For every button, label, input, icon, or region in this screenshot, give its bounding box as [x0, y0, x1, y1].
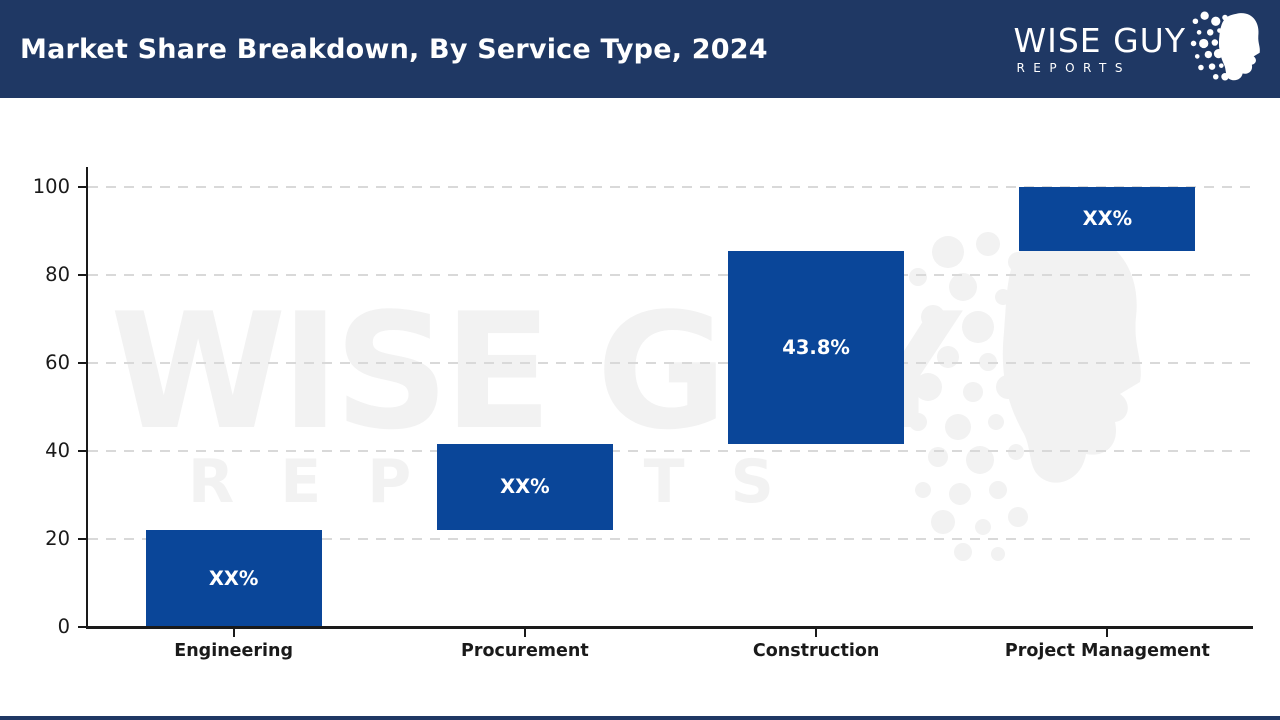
x-category-label: Construction	[752, 641, 880, 661]
wiseguy-logo: WISE GUY REPORTS	[1013, 7, 1262, 91]
bar-value-label: XX%	[1082, 207, 1133, 231]
y-tick-mark	[78, 626, 86, 628]
header-bar: Market Share Breakdown, By Service Type,…	[0, 0, 1280, 98]
gridline-80	[88, 274, 1253, 276]
footer-strip	[0, 716, 1280, 720]
watermark-head-icon	[905, 231, 1141, 561]
y-tick-mark	[78, 362, 86, 364]
logo-wordmark-bottom: REPORTS	[1016, 60, 1131, 75]
gridline-60	[88, 362, 1253, 364]
y-tick-mark	[78, 450, 86, 452]
y-tick-label: 100	[32, 175, 70, 198]
y-tick-mark	[78, 186, 86, 188]
y-tick-label: 80	[45, 263, 70, 286]
bar-engineering: XX%	[145, 530, 322, 627]
bar-procurement: XX%	[436, 443, 613, 531]
bar-value-label: XX%	[500, 475, 550, 499]
y-axis-spine	[86, 167, 88, 627]
y-tick-label: 60	[45, 351, 70, 374]
x-category-label: Procurement	[461, 641, 589, 661]
gridline-20	[88, 538, 1253, 540]
bar-project-management: XX%	[1019, 187, 1196, 251]
x-tick-mark	[1106, 629, 1109, 637]
x-tick-mark	[232, 629, 235, 637]
x-tick-mark	[815, 629, 818, 637]
bar-construction: 43.8%	[728, 250, 905, 444]
y-tick-mark	[78, 538, 86, 540]
gridline-100	[88, 186, 1253, 188]
y-tick-label: 0	[57, 615, 70, 638]
x-category-label: Project Management	[1004, 641, 1210, 661]
plot-area: WISE GUY REPORTS XX%XX%43.8%XX% 02040608…	[0, 98, 1280, 716]
y-tick-mark	[78, 274, 86, 276]
bar-value-label: XX%	[208, 567, 259, 591]
page-title: Market Share Breakdown, By Service Type,…	[20, 33, 768, 65]
x-tick-mark	[523, 629, 526, 637]
x-category-label: Engineering	[174, 641, 293, 661]
logo-wordmark-top: WISE GUY	[1013, 20, 1186, 60]
bar-value-label: 43.8%	[782, 335, 850, 359]
logo-wordmark: WISE GUY REPORTS	[1013, 24, 1186, 75]
logo-head-icon	[1190, 11, 1260, 81]
x-axis-spine	[86, 626, 1253, 629]
y-tick-label: 20	[45, 527, 70, 550]
y-tick-label: 40	[45, 439, 70, 462]
gridline-40	[88, 450, 1253, 452]
